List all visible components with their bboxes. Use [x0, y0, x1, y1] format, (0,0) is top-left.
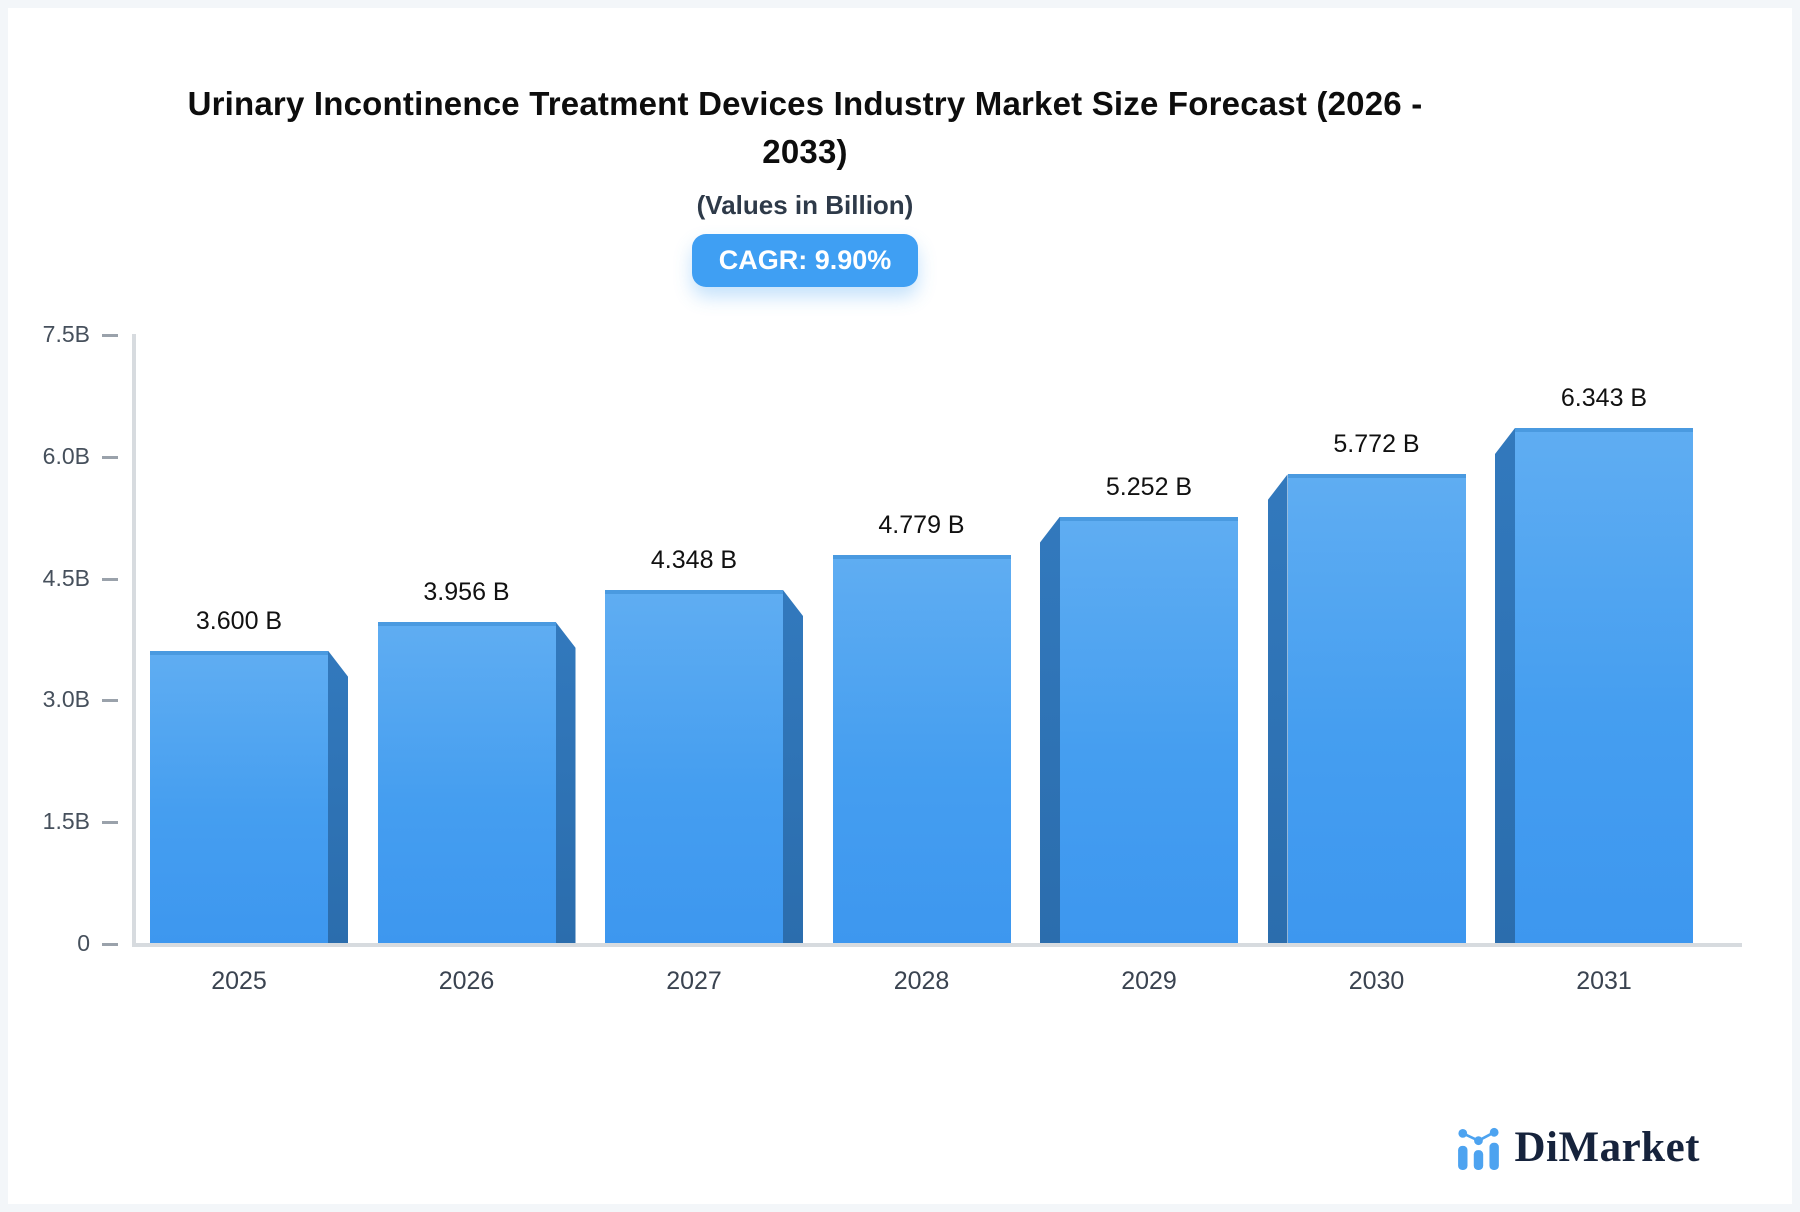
bar-3d-side-2025 — [328, 650, 348, 943]
y-axis-tick-label: 0 — [77, 930, 90, 956]
bar-3d-side-2027 — [783, 589, 803, 943]
x-axis-category-label: 2026 — [438, 967, 495, 995]
dimarket-logo-text: DiMarket — [1514, 1124, 1700, 1171]
bar-2026[interactable] — [377, 621, 556, 943]
y-axis-tick — [102, 577, 118, 581]
y-axis-tick — [102, 334, 118, 337]
x-axis-category-label: 2029 — [1121, 967, 1177, 995]
bar-3d-side-2029 — [1040, 516, 1060, 943]
dimarket-logo: DiMarket — [1456, 1123, 1701, 1172]
bar-value-label: 3.600 B — [195, 606, 283, 635]
bar-3d-side-2030 — [1267, 474, 1288, 943]
bar-2030[interactable] — [1287, 474, 1466, 943]
bar-value-label: 3.956 B — [423, 577, 510, 606]
x-axis-category-label: 2025 — [211, 967, 267, 995]
bar-2029[interactable] — [1060, 516, 1238, 943]
bar-3d-side-2026 — [555, 621, 576, 943]
bar-value-label: 5.772 B — [1333, 430, 1420, 459]
bar-value-label: 5.252 B — [1105, 472, 1193, 501]
x-axis-line — [132, 943, 1742, 947]
chart-title-line2: 2033) — [762, 133, 848, 170]
y-axis-tick-label: 3.0B — [42, 686, 90, 713]
x-axis-category-label: 2028 — [893, 967, 950, 995]
bar-value-label: 6.343 B — [1560, 383, 1648, 412]
y-axis-line — [132, 334, 136, 947]
y-axis-tick — [102, 455, 118, 459]
chart-title: Urinary Incontinence Treatment Devices I… — [8, 80, 1602, 176]
y-axis-tick-label: 4.5B — [42, 564, 90, 591]
bar-chart-plot: 0 1.5B 3.0B 4.5B 6.0B 7.5B 3.600 B 2025 3.956 B 2… — [8, 8, 1792, 1204]
y-axis-tick — [102, 943, 118, 946]
y-axis-tick — [102, 821, 118, 825]
chart-subtitle: (Values in Billion) — [696, 190, 914, 220]
bar-2025[interactable] — [150, 650, 328, 943]
bar-2028[interactable] — [832, 554, 1011, 943]
chart-title-line1: Urinary Incontinence Treatment Devices I… — [187, 85, 1423, 122]
x-axis-category-label: 2027 — [666, 967, 722, 995]
x-axis-category-label: 2030 — [1348, 967, 1405, 995]
cagr-badge: CAGR: 9.90% — [691, 234, 919, 287]
chart-card: Urinary Incontinence Treatment Devices I… — [8, 8, 1792, 1204]
bar-value-label: 4.348 B — [650, 545, 738, 574]
bar-3d-side-2031 — [1495, 427, 1515, 943]
y-axis-tick-label: 1.5B — [42, 808, 90, 835]
y-axis-tick-label: 6.0B — [42, 442, 90, 469]
chart-header: Urinary Incontinence Treatment Devices I… — [8, 8, 1602, 287]
bar-2027[interactable] — [605, 589, 783, 943]
bar-2031[interactable] — [1515, 427, 1693, 943]
y-axis-tick — [102, 699, 118, 703]
bar-value-label: 4.779 B — [878, 510, 965, 539]
bar-chart-logo-icon — [1457, 1127, 1499, 1170]
y-axis-tick-label: 7.5B — [42, 321, 90, 347]
x-axis-category-label: 2031 — [1576, 967, 1632, 995]
